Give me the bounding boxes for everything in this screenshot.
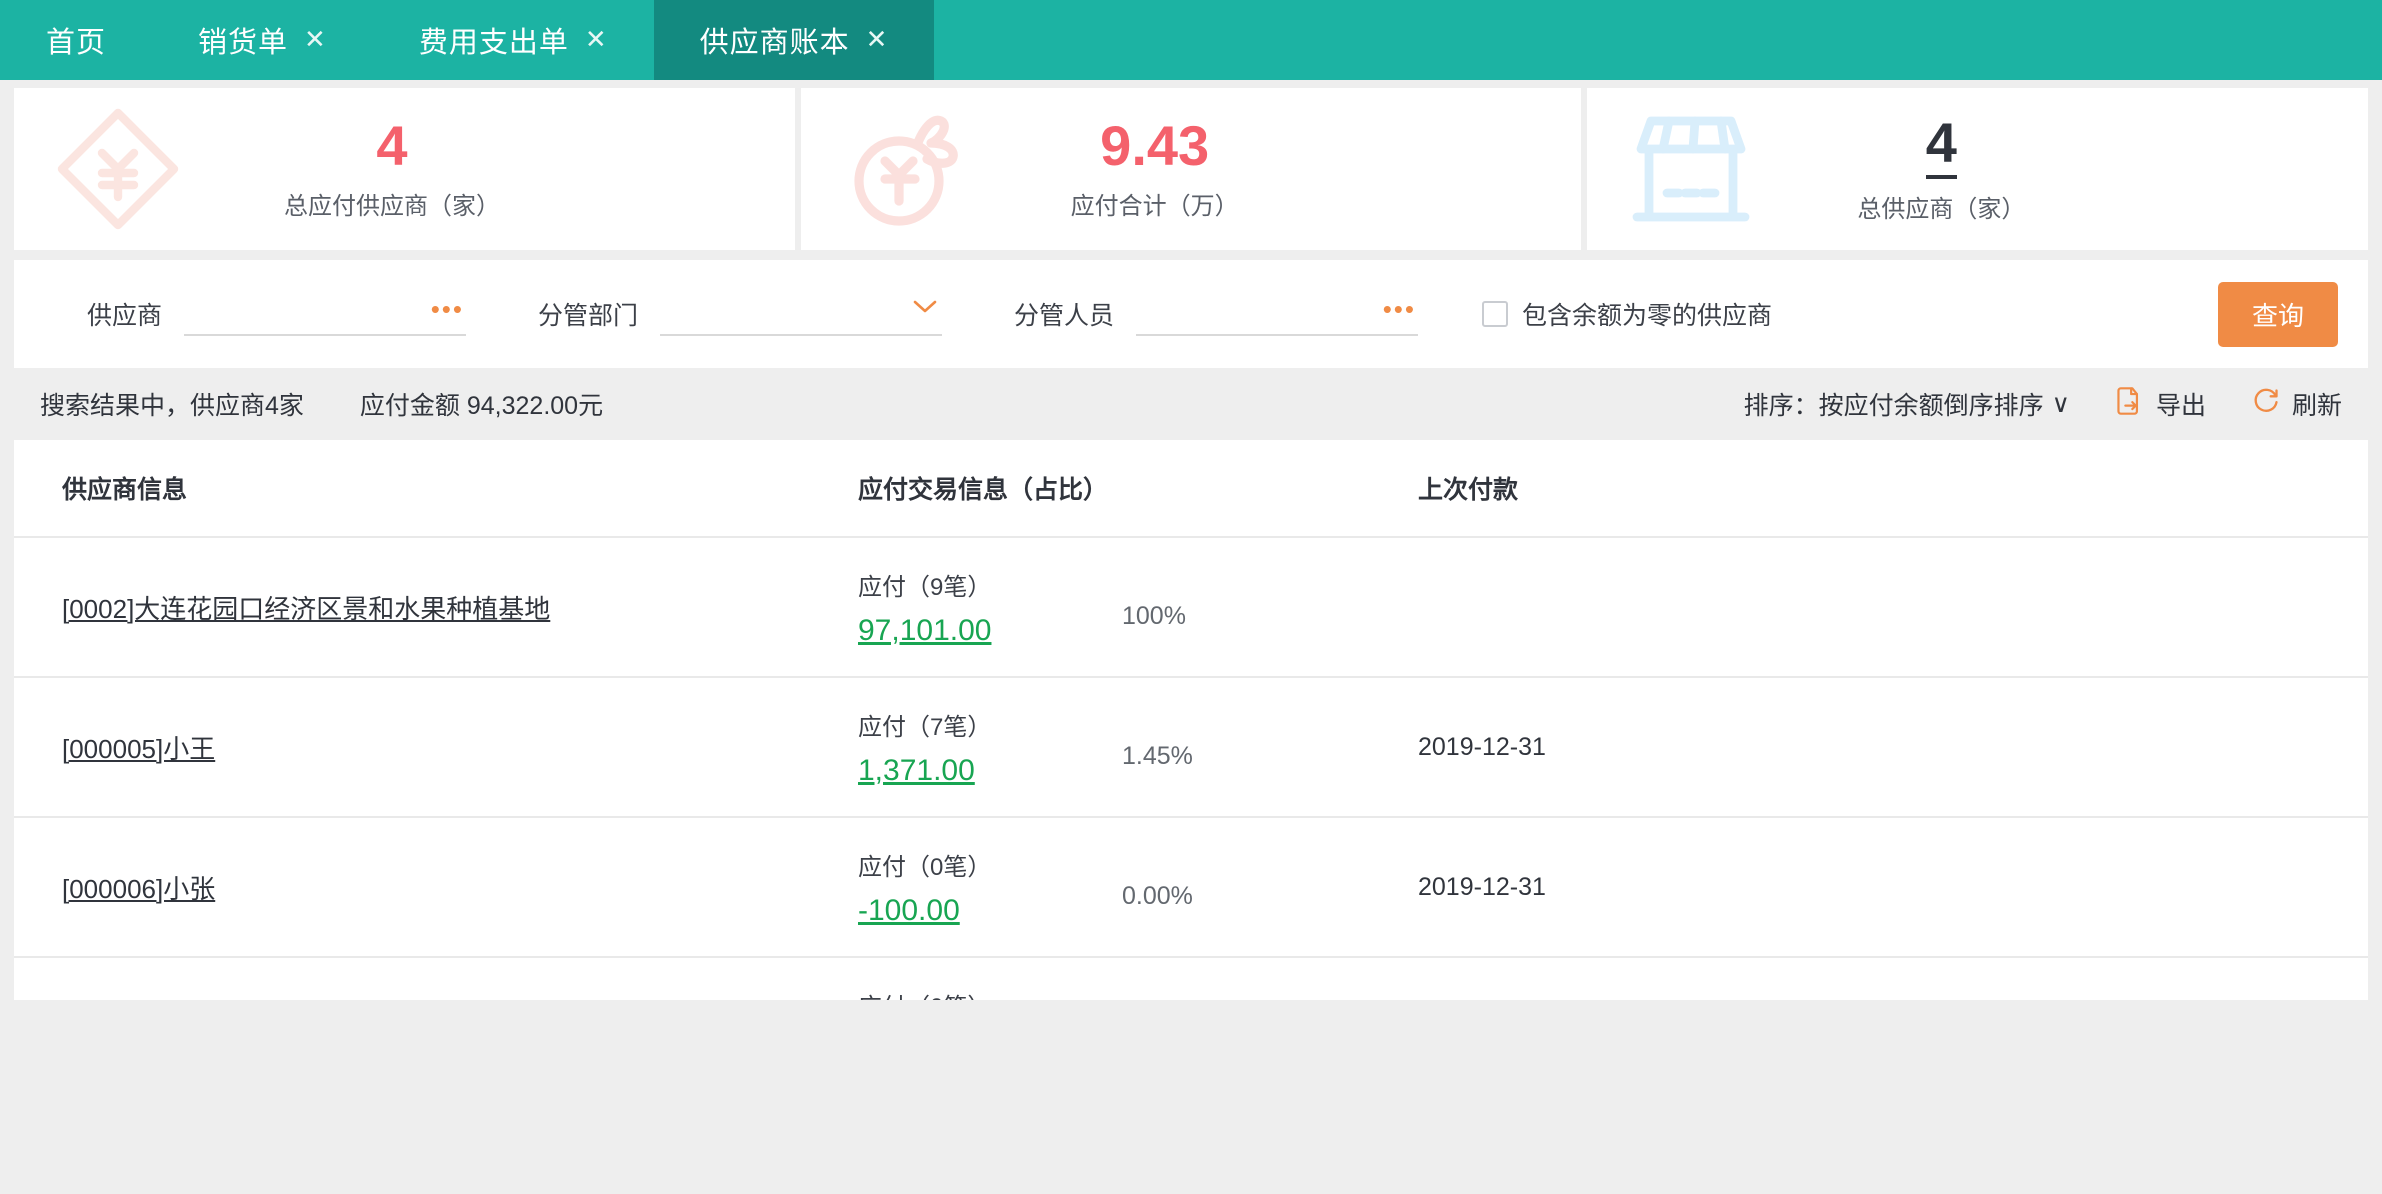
supplier-link[interactable]: [0002]大连花园口经济区景和水果种植基地: [62, 593, 551, 624]
stat-value: 4: [376, 114, 408, 178]
export-button[interactable]: 导出: [2116, 386, 2206, 423]
stat-label: 应付合计（万）: [1070, 192, 1239, 220]
cell-supplier: [0002]大连花园口经济区景和水果种植基地: [14, 537, 814, 678]
payable-amount-text: 应付金额 94,322.00元: [359, 392, 604, 420]
cell-last-payment: 2019-12-31: [1374, 957, 2368, 1000]
cell-supplier: [000005]小王: [14, 677, 814, 818]
include-zero-balance-checkbox[interactable]: 包含余额为零的供应商: [1482, 296, 1772, 332]
table-row[interactable]: [000006]小张 应付（0笔） -100.00 0.00% 2019-12-…: [14, 817, 2368, 958]
ellipsis-picker-icon[interactable]: •••: [430, 294, 464, 324]
payable-amount-link[interactable]: 97,101.00: [858, 613, 992, 647]
stat-card-row: 4 总应付供应商（家） 9.43 应付合计（万）: [0, 80, 2382, 250]
tab-label: 首页: [46, 27, 107, 59]
payable-percent: 0.00%: [1122, 881, 1193, 910]
department-input[interactable]: [660, 299, 942, 327]
staff-input[interactable]: [1136, 299, 1418, 327]
cell-supplier: [000006]小张: [14, 817, 814, 958]
stat-card-body: 4 总供应商（家）: [1857, 113, 2026, 224]
tab-expense-voucher[interactable]: 费用支出单 ✕: [373, 0, 654, 80]
close-icon[interactable]: ✕: [584, 25, 608, 55]
department-input-wrap: [660, 292, 942, 336]
field-label: 分管人员: [1013, 302, 1114, 330]
stat-card-payable-total: 9.43 应付合计（万）: [800, 88, 1582, 250]
stat-label: 总应付供应商（家）: [284, 192, 500, 220]
payable-amount-link[interactable]: 1,371.00: [858, 753, 975, 787]
chevron-down-icon: ∨: [2051, 390, 2070, 418]
result-count-text: 搜索结果中，供应商4家: [40, 392, 304, 420]
supplier-link[interactable]: [000006]小张: [62, 873, 216, 904]
tab-label: 费用支出单: [418, 27, 569, 59]
tab-label: 供应商账本: [699, 27, 850, 59]
money-diamond-icon: [54, 105, 182, 233]
tab-sales-order[interactable]: 销货单 ✕: [152, 0, 373, 80]
cell-payable: 应付（0笔） -4,050.00 0.00%: [814, 957, 1374, 1000]
chevron-down-icon[interactable]: [910, 296, 940, 316]
checkbox-box[interactable]: [1482, 301, 1508, 327]
payable-percent: 100%: [1122, 601, 1186, 630]
stat-card-total-suppliers: 4 总供应商（家）: [1587, 88, 2369, 250]
money-bag-icon: [841, 105, 969, 233]
close-icon[interactable]: ✕: [304, 25, 327, 55]
cell-last-payment: [1374, 537, 2368, 678]
cell-last-payment: 2019-12-31: [1374, 817, 2368, 958]
stat-label: 总供应商（家）: [1857, 195, 2026, 223]
payable-amount-link[interactable]: -100.00: [858, 893, 960, 927]
field-label: 供应商: [86, 302, 162, 330]
sort-dropdown[interactable]: 排序：按应付余额倒序排序 ∨: [1744, 386, 2070, 422]
stat-value: 9.43: [1100, 114, 1210, 178]
cell-payable: 应付（7笔） 1,371.00 1.45%: [814, 677, 1374, 818]
table-header-row: 供应商信息 应付交易信息（占比） 上次付款: [14, 440, 2368, 538]
cell-payable: 应付（0笔） -100.00 0.00%: [814, 817, 1374, 958]
last-payment-date: 2019-12-31: [1418, 732, 1546, 761]
checkbox-label: 包含余额为零的供应商: [1522, 302, 1773, 330]
stat-card-body: 9.43 应付合计（万）: [1070, 114, 1239, 221]
tab-supplier-ledger[interactable]: 供应商账本 ✕: [653, 0, 935, 80]
refresh-icon: [2252, 387, 2280, 422]
store-icon: [1627, 105, 1755, 233]
filter-field-staff: 分管人员 •••: [996, 292, 1418, 336]
supplier-input-wrap: •••: [184, 292, 466, 336]
staff-input-wrap: •••: [1136, 292, 1418, 336]
field-label: 分管部门: [537, 302, 638, 330]
table-row[interactable]: [000007]小赵 应付（0笔） -4,050.00 0.00% 2019-1…: [14, 957, 2368, 1000]
table-row[interactable]: [000005]小王 应付（7笔） 1,371.00 1.45% 2019-12…: [14, 677, 2368, 818]
payable-title: 应付（7笔）: [858, 713, 992, 741]
tab-bar: 首页 销货单 ✕ 费用支出单 ✕ 供应商账本 ✕: [0, 0, 2382, 80]
tab-label: 销货单: [198, 27, 289, 59]
cell-supplier: [000007]小赵: [14, 957, 814, 1000]
export-label: 导出: [2155, 392, 2206, 420]
payable-title: 应付（0笔）: [858, 853, 992, 881]
tab-home[interactable]: 首页: [0, 0, 152, 80]
column-header-supplier: 供应商信息: [14, 440, 814, 538]
payable-title: 应付（0笔）: [858, 987, 1088, 1001]
stat-value: 4: [1925, 113, 1957, 179]
ellipsis-picker-icon[interactable]: •••: [1382, 294, 1416, 324]
filter-panel: 供应商 ••• 分管部门 分管人员 ••• 包含余额为零的供应商 查询: [14, 260, 2368, 368]
supplier-input[interactable]: [184, 299, 466, 327]
payable-percent: 1.45%: [1122, 741, 1193, 770]
refresh-label: 刷新: [2291, 392, 2342, 420]
sort-label: 排序：按应付余额倒序排序: [1743, 392, 2044, 420]
cell-payable: 应付（9笔） 97,101.00 100%: [814, 537, 1374, 678]
filter-field-supplier: 供应商 •••: [44, 292, 466, 336]
results-summary-bar: 搜索结果中，供应商4家 应付金额 94,322.00元 排序：按应付余额倒序排序…: [14, 368, 2368, 440]
export-icon: [2116, 386, 2144, 423]
supplier-link[interactable]: [000005]小王: [62, 733, 216, 764]
column-header-last-payment: 上次付款: [1374, 440, 2368, 538]
close-icon[interactable]: ✕: [865, 25, 889, 55]
supplier-ledger-table: 供应商信息 应付交易信息（占比） 上次付款 [0002]大连花园口经济区景和水果…: [14, 440, 2368, 1000]
stat-card-payable-suppliers: 4 总应付供应商（家）: [14, 88, 795, 250]
query-button[interactable]: 查询: [2217, 281, 2338, 347]
filter-field-department: 分管部门: [520, 292, 942, 336]
cell-last-payment: 2019-12-31: [1374, 677, 2368, 818]
stat-card-body: 4 总应付供应商（家）: [284, 114, 500, 221]
refresh-button[interactable]: 刷新: [2252, 386, 2342, 422]
summary-tools: 排序：按应付余额倒序排序 ∨ 导出 刷新: [1744, 386, 2342, 423]
table-row[interactable]: [0002]大连花园口经济区景和水果种植基地 应付（9笔） 97,101.00 …: [14, 537, 2368, 678]
last-payment-date: 2019-12-31: [1418, 872, 1546, 901]
payable-title: 应付（9笔）: [858, 573, 992, 601]
column-header-payable: 应付交易信息（占比）: [814, 440, 1374, 538]
